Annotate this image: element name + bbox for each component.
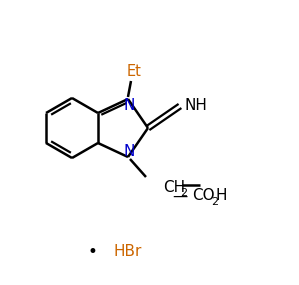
Text: •: • bbox=[87, 243, 97, 261]
Text: NH: NH bbox=[184, 97, 208, 113]
Text: HBr: HBr bbox=[114, 245, 142, 260]
Text: —: — bbox=[172, 188, 187, 203]
Text: 2: 2 bbox=[180, 188, 187, 198]
Text: Et: Et bbox=[126, 64, 141, 78]
Text: CH: CH bbox=[163, 180, 185, 196]
Text: N: N bbox=[123, 97, 135, 113]
Text: 2: 2 bbox=[211, 197, 218, 207]
Text: N: N bbox=[123, 144, 135, 158]
Text: H: H bbox=[216, 188, 228, 203]
Text: CO: CO bbox=[192, 188, 215, 203]
